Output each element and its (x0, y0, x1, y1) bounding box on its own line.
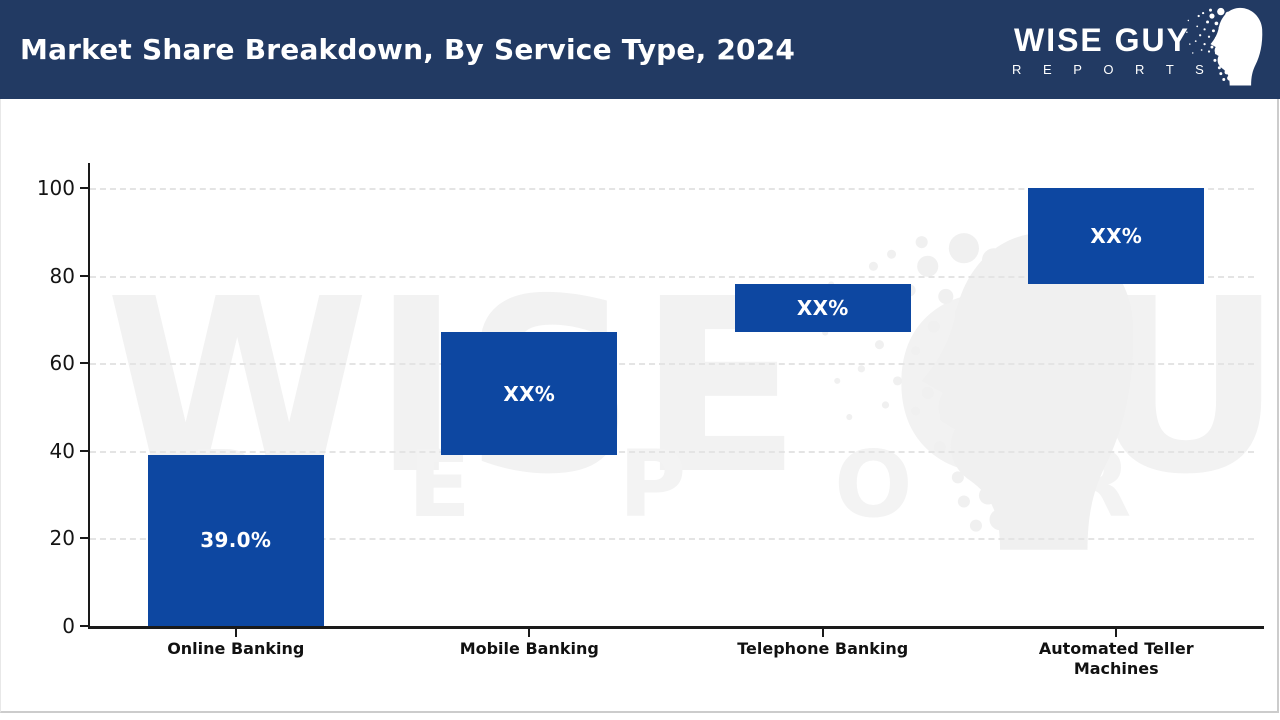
x-tick-label: Online Banking (167, 639, 305, 658)
bar: XX% (441, 332, 618, 455)
gridline (90, 188, 1254, 190)
x-axis-tick (821, 629, 824, 637)
y-axis-spine (88, 163, 90, 629)
chart-card: WISE GUY R E P O R T S 0 (0, 99, 1280, 713)
bar: 39.0% (147, 454, 324, 626)
bar: XX% (734, 284, 911, 333)
x-axis-tick (1115, 629, 1118, 637)
y-tick-label: 40 (49, 438, 75, 463)
x-tick-label: Telephone Banking (737, 639, 909, 658)
bar-value-label: XX% (796, 296, 849, 321)
gridline (90, 450, 1254, 453)
header-band: Market Share Breakdown, By Service Type,… (0, 0, 1280, 99)
y-axis-tick (80, 537, 89, 539)
y-axis-tick (80, 449, 89, 452)
bar-value-label: XX% (1090, 224, 1143, 249)
y-tick-label: 0 (62, 613, 75, 638)
gridline (90, 363, 1254, 365)
x-axis-spine (88, 626, 1264, 629)
y-axis-tick (80, 187, 89, 189)
brand-tagline: R E P O R T S (1012, 62, 1213, 77)
plot-area: 0 20 40 60 80 100 39.0% Online Banking XX% Mobile… (1, 99, 1277, 711)
bar-value-label: 39.0% (200, 528, 272, 553)
gridline (90, 275, 1254, 278)
x-axis-tick (528, 629, 531, 637)
wiseguy-face-icon (1186, 7, 1263, 86)
y-tick-label: 20 (49, 526, 75, 550)
page-title: Market Share Breakdown, By Service Type,… (20, 33, 796, 66)
y-tick-label: 80 (49, 263, 75, 288)
brand-logo: WISE GUY R E P O R T S (1008, 4, 1274, 96)
y-tick-label: 60 (49, 351, 75, 375)
brand-name: WISE GUY (1013, 22, 1190, 58)
x-tick-label: Automated Teller Machines (1038, 639, 1194, 678)
x-axis-tick (234, 629, 237, 637)
watermark-face-icon (822, 233, 1134, 550)
gridline (90, 538, 1254, 540)
x-tick-label: Mobile Banking (459, 639, 599, 658)
bar: XX% (1028, 188, 1205, 285)
y-axis-tick (80, 274, 89, 277)
y-axis-tick (80, 362, 89, 364)
y-axis-tick (80, 624, 89, 627)
bar-value-label: XX% (503, 381, 556, 406)
y-tick-label: 100 (36, 176, 75, 200)
